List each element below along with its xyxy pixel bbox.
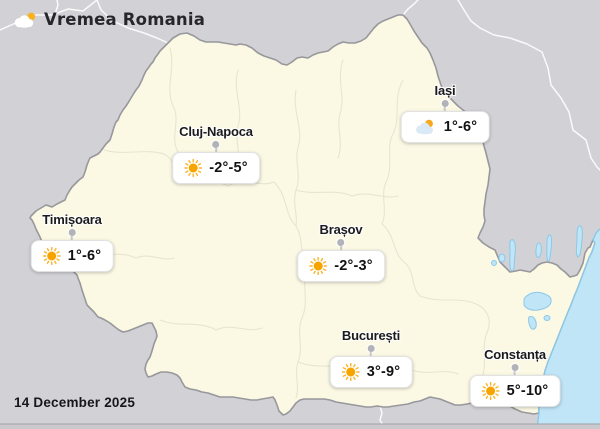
map-bottom-strip <box>0 423 600 429</box>
temperature-range: 1°-6° <box>443 119 478 135</box>
city-marker-bucuresti: București 3°-9° <box>329 328 413 388</box>
sun-icon <box>309 257 327 275</box>
weather-badge[interactable]: 5°-10° <box>469 375 561 407</box>
app-title: Vremea Romania <box>44 10 206 29</box>
weather-badge[interactable]: 1°-6° <box>400 111 490 143</box>
sun-icon <box>482 382 500 400</box>
weather-badge[interactable]: -2°-5° <box>172 152 260 184</box>
city-label: Cluj-Napoca <box>179 124 253 139</box>
city-label: Timișoara <box>42 212 102 227</box>
weather-badge[interactable]: -2°-3° <box>297 250 385 282</box>
city-stem <box>513 371 516 375</box>
sun-icon <box>43 247 61 265</box>
city-stem <box>340 246 342 250</box>
app-header: Vremea Romania <box>12 10 205 29</box>
temperature-range: 1°-6° <box>67 248 102 264</box>
city-marker-iasi: Iași 1°-6° <box>400 83 490 143</box>
city-dot <box>337 239 345 246</box>
city-dot <box>441 100 449 107</box>
city-label: Iași <box>434 83 456 98</box>
city-stem <box>444 107 446 111</box>
city-marker-brasov: Brașov -2°-3° <box>297 222 385 282</box>
temperature-range: -2°-5° <box>209 160 248 176</box>
city-dot <box>511 364 519 371</box>
city-marker-timisoara: Timișoara 1°-6° <box>30 212 114 272</box>
sun-icon <box>342 363 360 381</box>
temperature-range: -2°-3° <box>334 258 373 274</box>
city-label: București <box>341 328 401 343</box>
weather-badge[interactable]: 3°-9° <box>329 356 413 388</box>
city-stem <box>71 236 73 240</box>
danube-delta-lakes <box>491 225 583 330</box>
city-stem <box>215 148 217 152</box>
city-marker-cluj-napoca: Cluj-Napoca -2°-5° <box>172 124 260 184</box>
city-stem <box>370 352 372 356</box>
weather-badge[interactable]: 1°-6° <box>30 240 114 272</box>
date-label: 14 December 2025 <box>14 395 136 410</box>
city-dot <box>68 229 76 236</box>
city-marker-constanta: Constanța 5°-10° <box>469 347 561 407</box>
partly-cloudy-icon <box>12 11 38 29</box>
city-label: Constanța <box>484 347 546 362</box>
city-label: Brașov <box>319 222 363 237</box>
city-dot <box>212 141 220 148</box>
partly-cloudy-icon <box>413 118 437 136</box>
temperature-range: 5°-10° <box>506 383 549 399</box>
city-dot <box>367 345 375 352</box>
sun-icon <box>184 159 202 177</box>
temperature-range: 3°-9° <box>366 364 401 380</box>
